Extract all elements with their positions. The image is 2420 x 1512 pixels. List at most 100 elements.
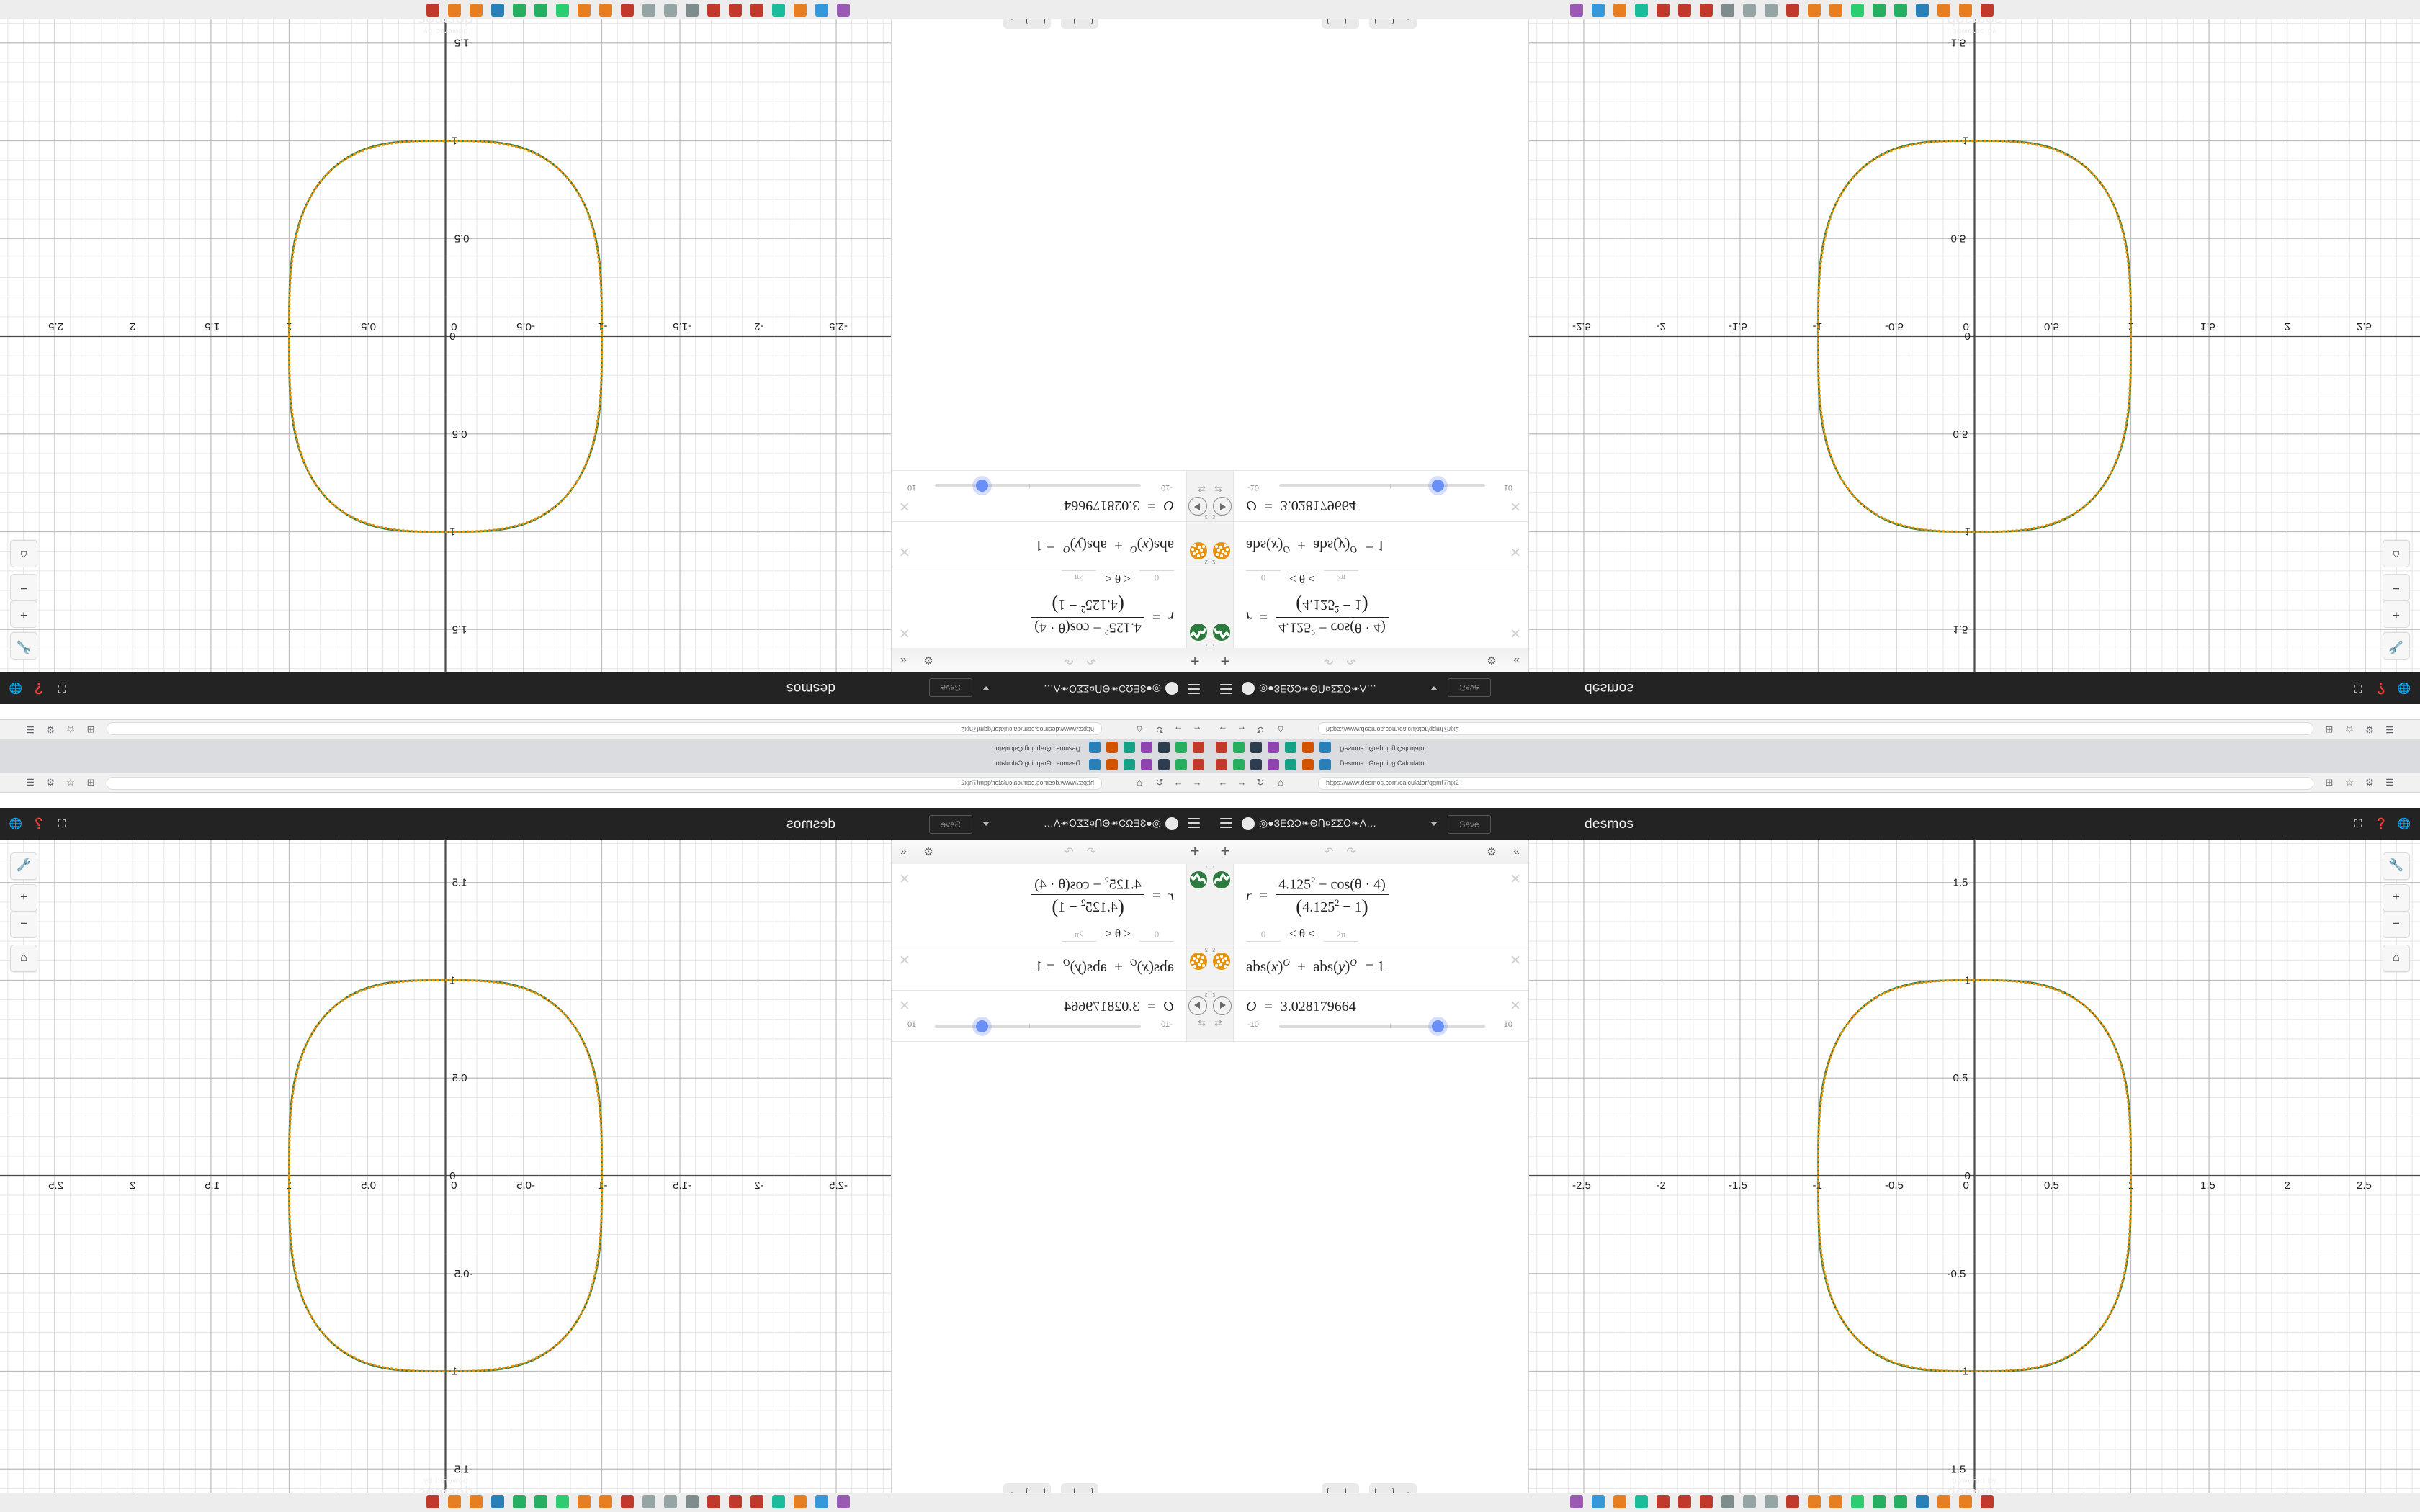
taskbar-item[interactable] bbox=[1959, 1495, 1972, 1508]
green-curve-swatch[interactable] bbox=[1213, 624, 1230, 641]
bookmark-star-icon[interactable]: ☆ bbox=[2345, 777, 2354, 788]
home-view-button[interactable]: ⌂ bbox=[2383, 540, 2410, 567]
home-icon[interactable]: ⌂ bbox=[1137, 777, 1142, 788]
delete-expression-3-button[interactable]: ✕ bbox=[899, 498, 910, 513]
browser-tab[interactable] bbox=[1158, 759, 1170, 770]
implicit-equation[interactable]: abs(x)O + abs(y)O = 1 bbox=[892, 536, 1187, 567]
taskbar-item[interactable] bbox=[1700, 4, 1713, 17]
browser-tab-strip[interactable]: Desmos | Graphing Calculator bbox=[1210, 739, 2420, 756]
taskbar-item[interactable] bbox=[1592, 1495, 1605, 1508]
slider-definition[interactable]: O = 3.028179664 bbox=[892, 497, 1187, 521]
desmos-app-window[interactable]: Desmos | Graphing Calculator ← → ↻ ⌂ htt… bbox=[1210, 756, 2420, 1512]
implicit-equation[interactable]: abs(x)O + abs(y)O = 1 bbox=[892, 945, 1187, 976]
expression-gutter[interactable]: 1 bbox=[1186, 567, 1210, 648]
graph-title[interactable]: ◎●ЗΕΩƆ❧ΘՈ¤ΣΣՕ❧А… bbox=[1043, 683, 1161, 695]
share-icon[interactable]: ⛶ bbox=[58, 818, 66, 830]
zoom-out-button[interactable]: − bbox=[2383, 911, 2410, 938]
browser-tab[interactable] bbox=[1216, 742, 1227, 753]
taskbar-item[interactable] bbox=[750, 1495, 763, 1508]
graph-canvas[interactable]: -2.5 -2 -1.5 -1 -0.5 0.5 1 1.5 2 2.5 1.5 1 0.5 0 -0.5-… bbox=[1529, 0, 2420, 672]
taskbar-item[interactable] bbox=[621, 1495, 634, 1508]
bookmark-star-icon[interactable]: ☆ bbox=[66, 724, 75, 735]
loop-mode-icon[interactable]: ⇄ bbox=[1214, 484, 1222, 495]
loop-mode-icon[interactable]: ⇄ bbox=[1214, 1017, 1222, 1028]
reload-icon[interactable]: ↻ bbox=[1256, 724, 1265, 735]
browser-tab[interactable] bbox=[1193, 759, 1204, 770]
slider-value[interactable]: 3.028179664 bbox=[1064, 999, 1140, 1014]
redo-button[interactable]: ↷ bbox=[1346, 846, 1356, 858]
slider-track[interactable] bbox=[1279, 1025, 1485, 1028]
expression-panel[interactable]: + ↶ ↷ ⚙ « 1 bbox=[1210, 0, 1529, 672]
graph-settings-tool[interactable]: 🔧 bbox=[2383, 852, 2410, 880]
expression-gutter[interactable]: 1 bbox=[1210, 567, 1234, 648]
taskbar-item[interactable] bbox=[513, 4, 526, 17]
taskbar-item[interactable] bbox=[1808, 1495, 1821, 1508]
taskbar-item[interactable] bbox=[1786, 4, 1799, 17]
taskbar-item[interactable] bbox=[772, 1495, 785, 1508]
browser-tab[interactable] bbox=[1141, 742, 1152, 753]
slider-control[interactable]: -10 10 bbox=[1246, 1015, 1514, 1037]
quadrant-bottom-left[interactable]: Desmos | Graphing Calculator ← → ↻ ⌂ htt… bbox=[0, 756, 1210, 1512]
domain-max-input[interactable]: 2π bbox=[1323, 929, 1358, 942]
taskbar-item[interactable] bbox=[729, 4, 742, 17]
browser-nav-row[interactable]: ← → ↻ ⌂ https://www.desmos.com/calculato… bbox=[1210, 720, 2420, 739]
implicit-equation[interactable]: abs(x)O + abs(y)O = 1 bbox=[1233, 945, 1528, 976]
browser-tab[interactable] bbox=[1233, 759, 1245, 770]
taskbar-item[interactable] bbox=[448, 4, 461, 17]
taskbar-item[interactable] bbox=[1894, 4, 1907, 17]
help-icon[interactable]: ❓ bbox=[32, 682, 46, 694]
expression-content[interactable]: abs(x)O + abs(y)O = 1 bbox=[892, 945, 1187, 976]
slider-control[interactable]: -10 10 bbox=[906, 1015, 1174, 1037]
taskbar-item[interactable] bbox=[1937, 4, 1950, 17]
taskbar-item[interactable] bbox=[534, 4, 547, 17]
expression-gutter[interactable]: 3 ⇄ bbox=[1210, 991, 1234, 1041]
save-button[interactable]: Save bbox=[929, 815, 972, 834]
polar-equation[interactable]: r = 4.1252 − cos(θ · 4) (4.1252 bbox=[1233, 864, 1528, 918]
expression-row-1[interactable]: 1 r = bbox=[892, 864, 1210, 945]
expression-row-3[interactable]: 3 ⇄ O = 3.028179664 -10 bbox=[892, 470, 1210, 521]
back-arrow-icon[interactable]: ← bbox=[1218, 777, 1228, 788]
browser-tab[interactable] bbox=[1106, 759, 1118, 770]
play-animation-button[interactable] bbox=[1213, 996, 1232, 1015]
gear-icon[interactable]: ⚙ bbox=[1487, 654, 1497, 666]
polar-equation[interactable]: r = 4.1252 − cos(θ · 4) (4.1252 bbox=[892, 594, 1187, 648]
bookmark-star-icon[interactable]: ☆ bbox=[2345, 724, 2354, 735]
add-expression-button[interactable]: + bbox=[1190, 652, 1200, 670]
taskbar-item[interactable] bbox=[513, 1495, 526, 1508]
taskbar-item[interactable] bbox=[1786, 1495, 1799, 1508]
taskbar-item[interactable] bbox=[448, 1495, 461, 1508]
taskbar-item[interactable] bbox=[750, 4, 763, 17]
taskbar-item[interactable] bbox=[1981, 1495, 1994, 1508]
hamburger-menu-icon[interactable] bbox=[1220, 818, 1232, 828]
taskbar-item[interactable] bbox=[1937, 1495, 1950, 1508]
address-bar[interactable]: https://www.desmos.com/calculator/qqmt7h… bbox=[107, 722, 1102, 735]
quadrant-bottom-right[interactable]: Desmos | Graphing Calculator ← → ↻ ⌂ htt… bbox=[1210, 756, 2420, 1512]
home-icon[interactable]: ⌂ bbox=[2383, 540, 2410, 567]
expression-list[interactable]: 1 r = bbox=[892, 0, 1210, 648]
taskbar-item[interactable] bbox=[1743, 1495, 1756, 1508]
desmos-app-window[interactable]: Desmos | Graphing Calculator ← → ↻ ⌂ htt… bbox=[0, 756, 1210, 1512]
implicit-equation[interactable]: abs(x)O + abs(y)O = 1 bbox=[1233, 536, 1528, 567]
taskbar-item[interactable] bbox=[686, 1495, 699, 1508]
polar-equation[interactable]: r = 4.1252 − cos(θ · 4) (4.1252 bbox=[1233, 594, 1528, 648]
graph-title[interactable]: ◎●ЗΕΩƆ❧ΘՈ¤ΣΣՕ❧А… bbox=[1259, 683, 1377, 695]
taskbar-item[interactable] bbox=[1829, 4, 1842, 17]
taskbar-item[interactable] bbox=[815, 1495, 828, 1508]
expression-content[interactable]: r = 4.1252 − cos(θ · 4) (4.1252 bbox=[892, 570, 1187, 648]
zoom-in-button[interactable]: + bbox=[10, 884, 37, 912]
chevron-down-icon[interactable] bbox=[1430, 822, 1438, 826]
wrench-icon[interactable]: 🔧 bbox=[10, 852, 37, 880]
expression-row-3[interactable]: 3 ⇄ O = 3.028179664 -10 bbox=[1210, 470, 1528, 521]
gear-icon[interactable]: ⚙ bbox=[1487, 846, 1497, 858]
taskbar-item[interactable] bbox=[642, 1495, 655, 1508]
play-animation-button[interactable] bbox=[1213, 497, 1232, 516]
taskbar-item[interactable] bbox=[729, 1495, 742, 1508]
domain-min-input[interactable]: 0 bbox=[1246, 929, 1281, 942]
expression-row-1[interactable]: 1 r = bbox=[1210, 567, 1528, 648]
expression-list[interactable]: 1 r = bbox=[1210, 864, 1528, 1512]
expression-content[interactable]: r = 4.1252 − cos(θ · 4) (4.1252 bbox=[1233, 570, 1528, 648]
green-curve-swatch[interactable] bbox=[1213, 871, 1230, 888]
os-taskbar[interactable] bbox=[1210, 0, 2420, 19]
desmos-app-window[interactable]: Desmos | Graphing Calculator ← → ↻ ⌂ htt… bbox=[1210, 0, 2420, 756]
os-taskbar[interactable] bbox=[0, 1493, 1210, 1512]
